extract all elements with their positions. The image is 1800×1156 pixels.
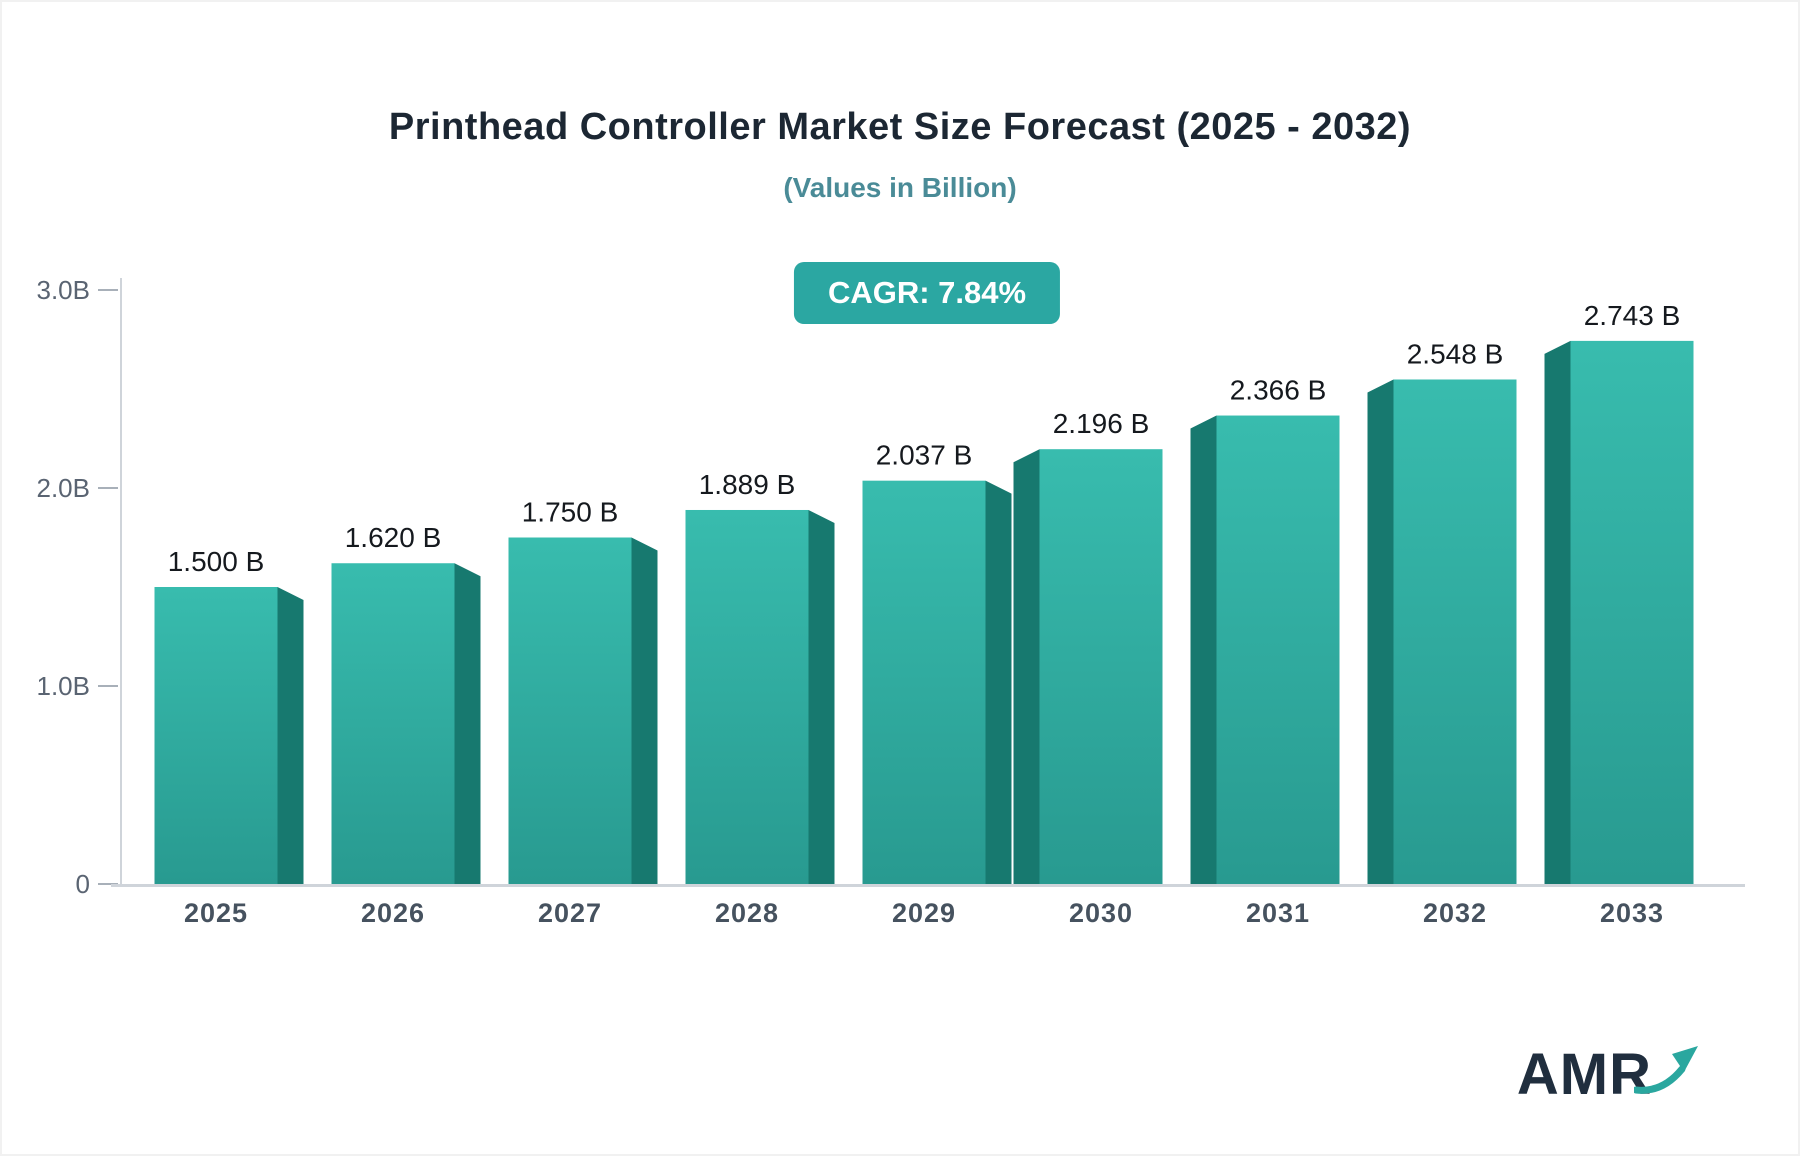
cagr-badge: CAGR: 7.84% (793, 262, 1061, 324)
bar-value-2030: 2.196 B (1053, 408, 1150, 439)
x-label-2031: 2031 (1246, 898, 1310, 928)
bar-side-2031 (1190, 415, 1217, 884)
bar-side-2025 (277, 587, 304, 884)
x-label-2026: 2026 (361, 898, 425, 928)
chart-subtitle: (Values in Billion) (783, 172, 1017, 203)
growth-arrow-swoosh (1634, 1065, 1686, 1094)
bar-value-2025: 1.500 B (168, 546, 265, 577)
x-label-2030: 2030 (1069, 898, 1133, 928)
x-label-2028: 2028 (715, 898, 779, 928)
growth-arrow-head (1672, 1046, 1698, 1072)
bar-value-2031: 2.366 B (1230, 375, 1327, 406)
amr-logo: AMR (1517, 1044, 1700, 1104)
x-label-2033: 2033 (1600, 898, 1664, 928)
bar-side-2030 (1013, 449, 1040, 884)
bar-side-2028 (808, 509, 835, 884)
y-tick-label-1.0B: 1.0B (37, 671, 91, 701)
x-label-2027: 2027 (538, 898, 602, 928)
bar-2027 (508, 537, 632, 884)
bar-value-2029: 2.037 B (876, 440, 973, 471)
bar-side-2033 (1544, 340, 1571, 884)
bar-value-2026: 1.620 B (345, 522, 442, 553)
bar-2029 (862, 480, 986, 884)
bar-2031 (1216, 415, 1340, 884)
amr-logo-text: AMR (1516, 1042, 1652, 1107)
bar-2025 (154, 587, 278, 884)
x-label-2032: 2032 (1423, 898, 1487, 928)
bar-value-2032: 2.548 B (1407, 338, 1504, 369)
y-tick-label-2.0B: 2.0B (37, 473, 91, 503)
bar-side-2029 (985, 480, 1012, 884)
bar-side-2027 (631, 537, 658, 884)
bar-side-2032 (1367, 379, 1394, 884)
chart-title: Printhead Controller Market Size Forecas… (388, 106, 1412, 148)
bar-side-2026 (454, 563, 481, 884)
bar-2030 (1039, 449, 1163, 884)
bar-2033 (1570, 340, 1694, 884)
x-label-2025: 2025 (184, 898, 248, 928)
bar-2028 (685, 509, 809, 884)
growth-arrow-icon (1634, 1046, 1698, 1094)
bar-value-2027: 1.750 B (522, 497, 619, 528)
y-tick-label-0: 0 (76, 869, 90, 899)
bar-value-2028: 1.889 B (699, 469, 796, 500)
bar-2032 (1393, 379, 1517, 884)
y-tick-label-3.0B: 3.0B (37, 275, 91, 305)
bar-value-2033: 2.743 B (1584, 300, 1681, 331)
x-label-2029: 2029 (892, 898, 956, 928)
bar-2026 (331, 563, 455, 884)
